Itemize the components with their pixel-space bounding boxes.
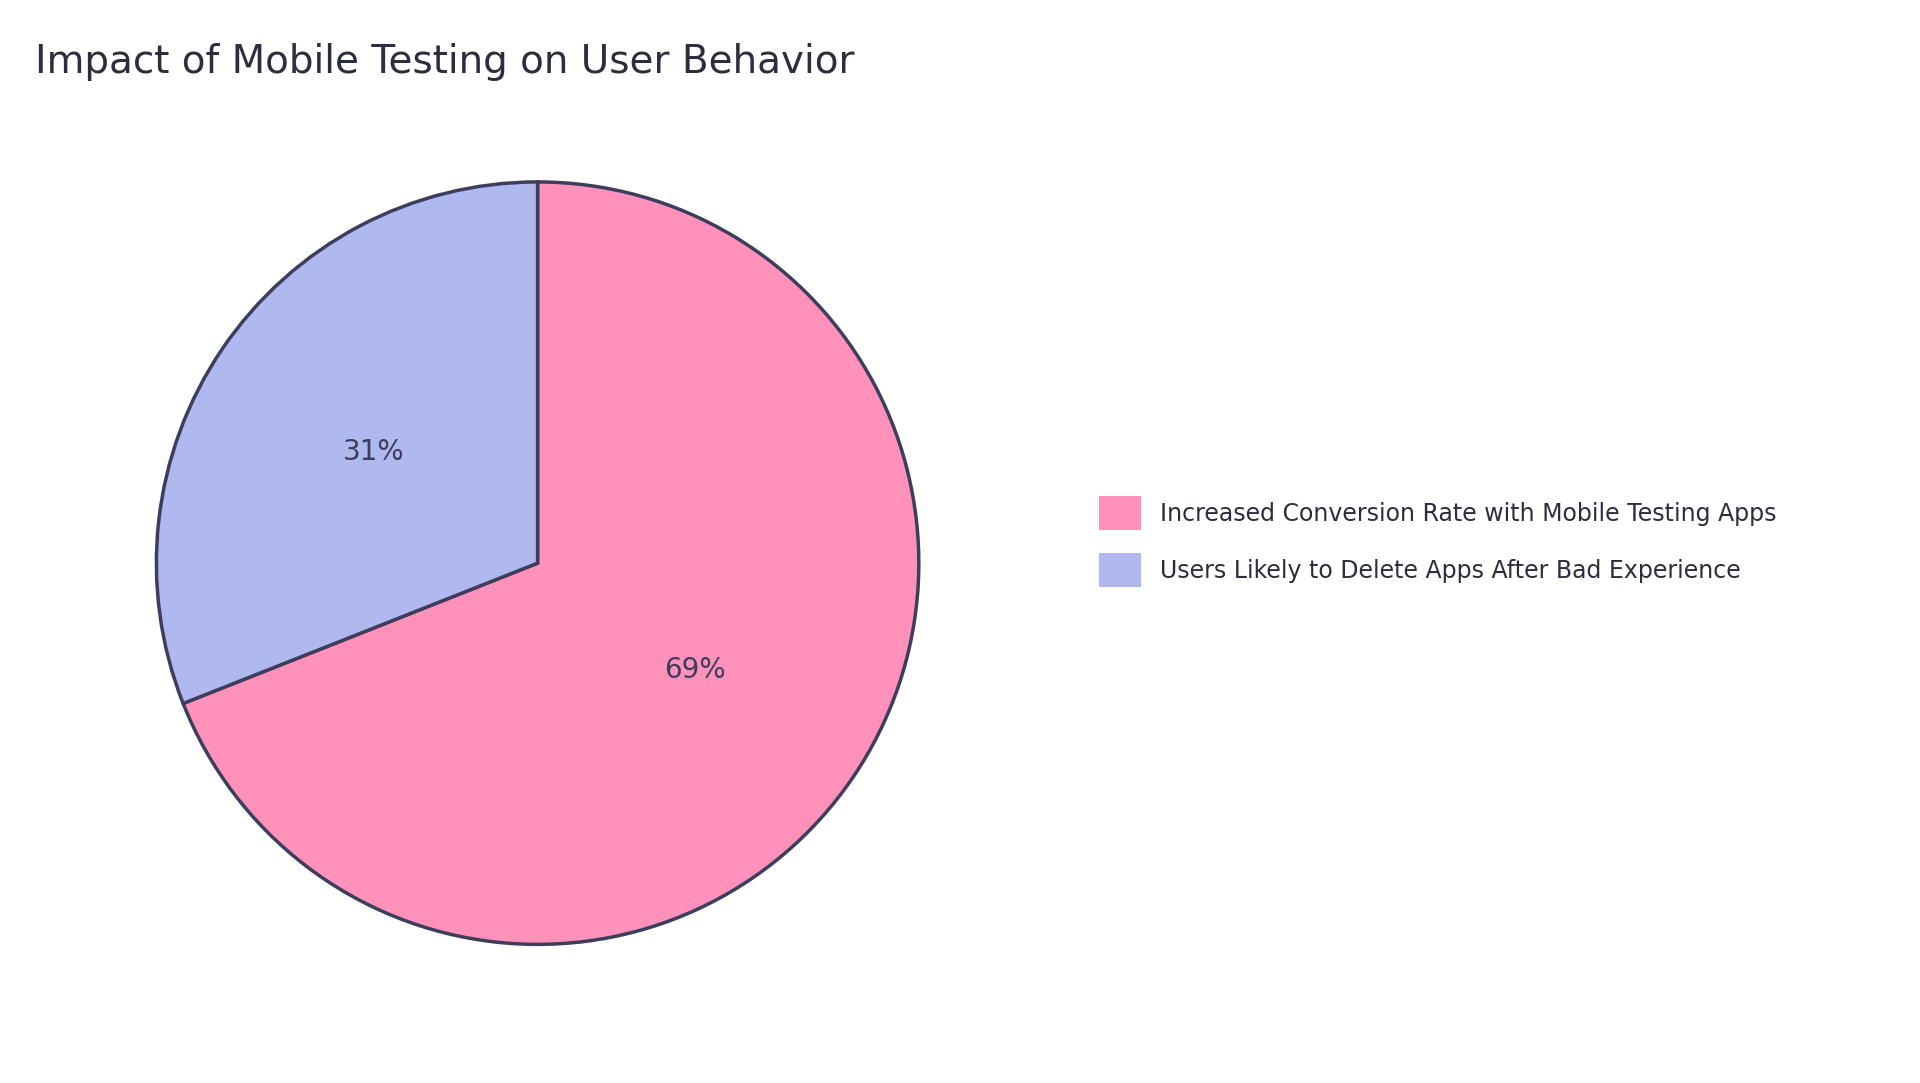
Text: Impact of Mobile Testing on User Behavior: Impact of Mobile Testing on User Behavio… xyxy=(35,43,854,81)
Text: 31%: 31% xyxy=(344,438,405,466)
Legend: Increased Conversion Rate with Mobile Testing Apps, Users Likely to Delete Apps : Increased Conversion Rate with Mobile Te… xyxy=(1087,484,1789,599)
Wedge shape xyxy=(156,182,538,704)
Text: 69%: 69% xyxy=(664,656,726,684)
Wedge shape xyxy=(182,182,920,944)
